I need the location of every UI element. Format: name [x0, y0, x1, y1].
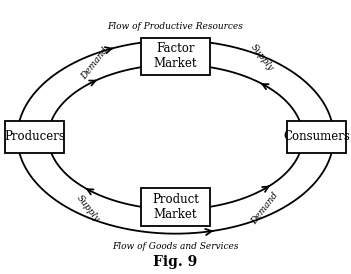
Text: Flow of Goods and Services: Flow of Goods and Services [112, 242, 239, 251]
Text: Flow of Productive Resources: Flow of Productive Resources [107, 22, 244, 31]
FancyBboxPatch shape [5, 121, 64, 153]
Text: Supply: Supply [74, 193, 101, 223]
Text: Demand: Demand [250, 190, 280, 226]
FancyBboxPatch shape [287, 121, 346, 153]
Text: Product
Market: Product Market [152, 193, 199, 221]
Text: Factor
Market: Factor Market [154, 42, 197, 70]
FancyBboxPatch shape [141, 38, 210, 75]
Text: Consumers: Consumers [283, 130, 350, 144]
Text: Demand: Demand [79, 45, 110, 81]
FancyBboxPatch shape [141, 188, 210, 226]
Text: Supply: Supply [248, 43, 275, 73]
Text: Producers: Producers [4, 130, 65, 144]
Text: Fig. 9: Fig. 9 [153, 255, 198, 269]
